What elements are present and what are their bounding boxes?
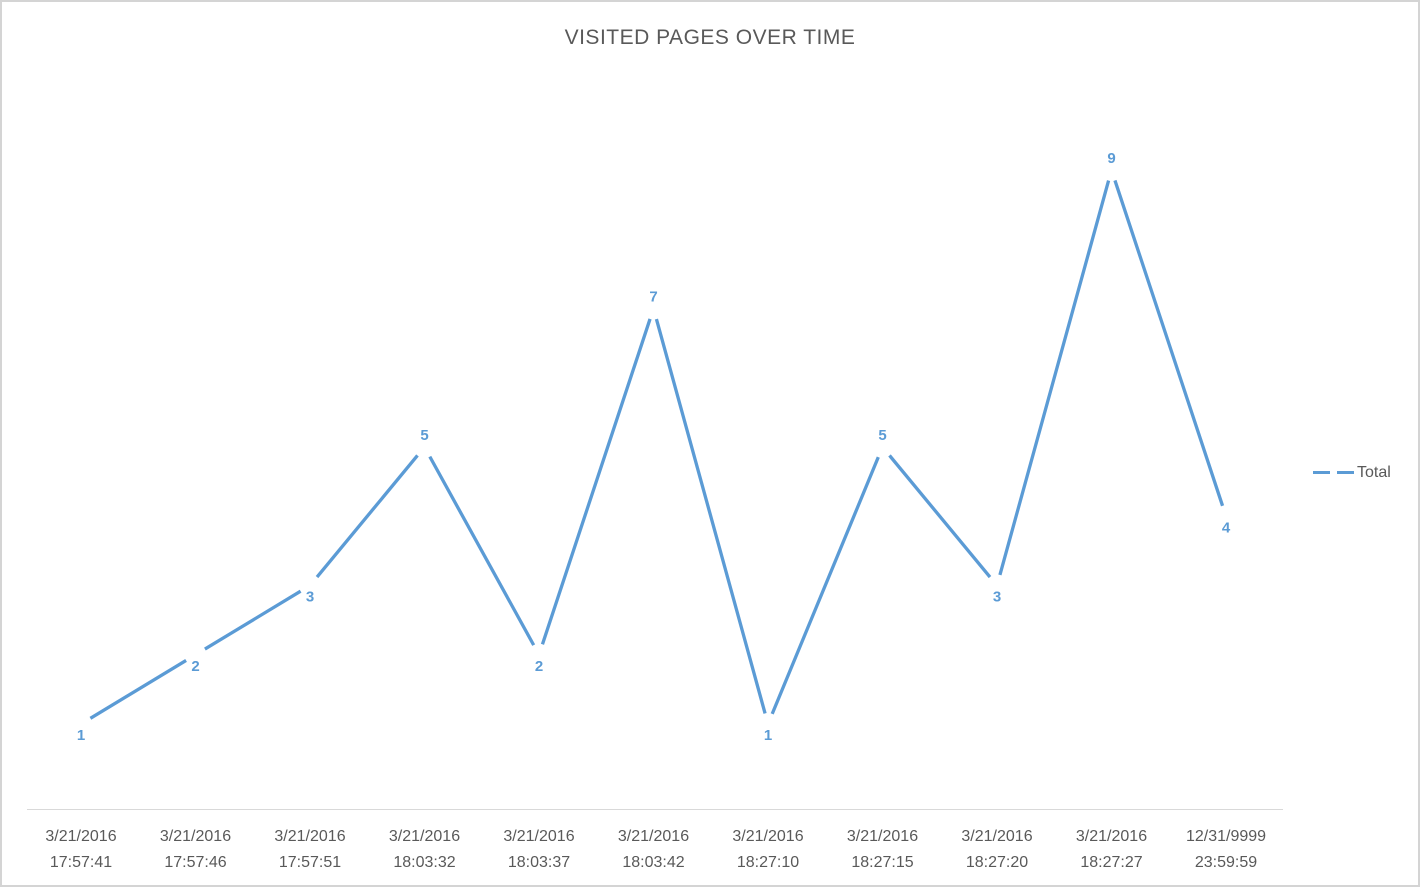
- series-line-segment: [770, 456, 880, 715]
- x-tick-date: 3/21/2016: [389, 828, 460, 845]
- series-line-segment: [540, 318, 652, 645]
- data-label: 1: [77, 727, 85, 744]
- series-line-segment: [888, 454, 992, 579]
- data-label: 2: [191, 658, 199, 675]
- data-label: 1: [764, 727, 772, 744]
- x-tick-time: 18:27:20: [966, 854, 1028, 871]
- series-line-segment: [204, 589, 302, 651]
- x-tick-time: 23:59:59: [1195, 854, 1257, 871]
- data-label: 3: [993, 589, 1001, 606]
- x-tick-date: 3/21/2016: [274, 828, 345, 845]
- data-label: 3: [306, 589, 314, 606]
- x-tick-date: 3/21/2016: [45, 828, 116, 845]
- x-tick-date: 3/21/2016: [1076, 828, 1147, 845]
- x-tick-time: 17:57:51: [279, 854, 341, 871]
- x-tick-time: 18:03:42: [622, 854, 684, 871]
- legend-label: Total: [1357, 463, 1391, 481]
- chart-title: VISITED PAGES OVER TIME: [564, 26, 856, 49]
- x-tick-time: 18:03:37: [508, 854, 570, 871]
- x-tick-time: 17:57:41: [50, 854, 112, 871]
- x-tick-time: 17:57:46: [164, 854, 226, 871]
- x-tick-time: 18:27:10: [737, 854, 799, 871]
- x-tick-date: 3/21/2016: [160, 828, 231, 845]
- legend-dash-icon: [1337, 471, 1354, 474]
- x-tick-time: 18:27:27: [1080, 854, 1142, 871]
- data-label: 5: [420, 427, 428, 444]
- series-line-segment: [1113, 179, 1225, 507]
- series-line-segment: [428, 455, 536, 646]
- x-tick-date: 3/21/2016: [847, 828, 918, 845]
- x-tick-time: 18:27:15: [851, 854, 913, 871]
- data-label: 4: [1222, 519, 1231, 536]
- data-label: 9: [1107, 150, 1115, 167]
- series-line-segment: [89, 659, 187, 720]
- x-tick-time: 18:03:32: [393, 854, 455, 871]
- x-tick-date: 3/21/2016: [732, 828, 803, 845]
- x-tick-date: 12/31/9999: [1186, 828, 1266, 845]
- series-line-segment: [315, 454, 419, 579]
- legend: Total: [1313, 464, 1391, 481]
- series-line-segment: [654, 318, 767, 714]
- x-tick-date: 3/21/2016: [503, 828, 574, 845]
- x-tick-date: 3/21/2016: [961, 828, 1032, 845]
- data-label: 7: [649, 289, 657, 306]
- legend-dash-icon: [1313, 471, 1330, 474]
- series-line-segment: [998, 180, 1111, 576]
- x-tick-date: 3/21/2016: [618, 828, 689, 845]
- data-label: 5: [878, 427, 886, 444]
- data-label: 2: [535, 658, 543, 675]
